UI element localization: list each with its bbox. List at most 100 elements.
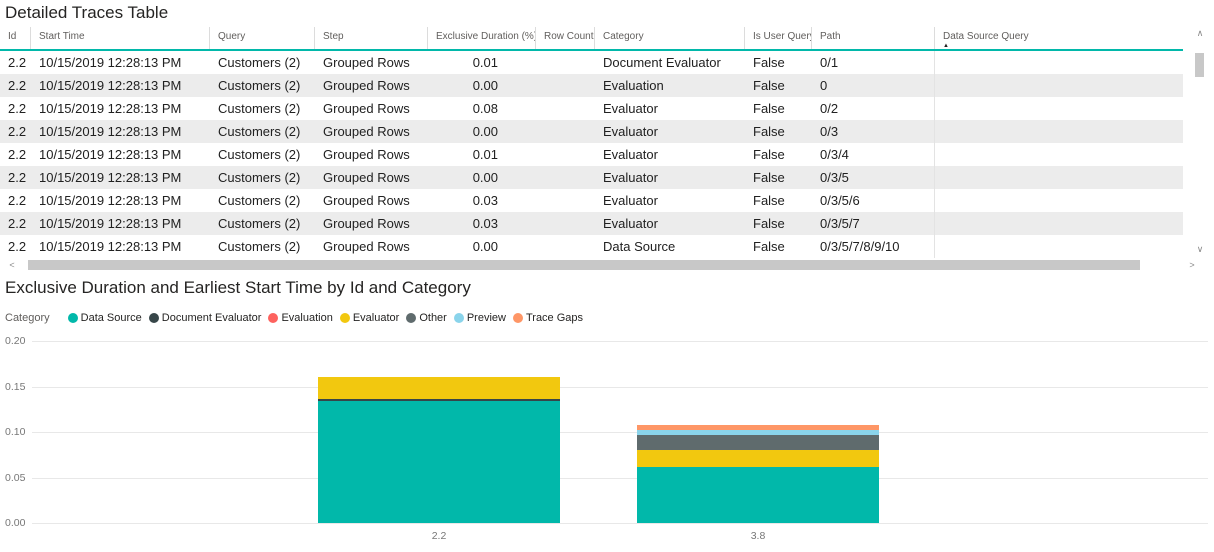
table-row[interactable]: 2.2 10/15/2019 12:28:13 PM Customers (2) Gr… (0, 97, 1183, 120)
table-row[interactable]: 2.2 10/15/2019 12:28:13 PM Customers (2) Gr… (0, 212, 1183, 235)
legend-item-label: Document Evaluator (161, 311, 262, 324)
bar-segment-evaluator[interactable] (637, 450, 879, 467)
table-row[interactable]: 2.2 10/15/2019 12:28:13 PM Customers (2) Gr… (0, 235, 1183, 258)
table-cell: 2.2 (8, 193, 27, 208)
vertical-scrollbar[interactable]: ∧ ∨ (1192, 27, 1208, 258)
table-row[interactable]: 2.2 10/15/2019 12:28:13 PM Customers (2) Gr… (0, 120, 1183, 143)
table-cell: 0 (812, 74, 935, 97)
table-cell: False (753, 147, 785, 162)
column-header-start-time[interactable]: Start Time (31, 27, 210, 49)
table-cell: 0/3/4 (812, 143, 935, 166)
scroll-up-icon[interactable]: ∧ (1196, 28, 1204, 38)
table-cell: 0.01 (472, 147, 498, 162)
table-cell (536, 97, 595, 120)
column-header-data-source-query[interactable]: Data Source Query ▲ (935, 27, 1183, 49)
horizontal-scrollbar[interactable]: < > (0, 257, 1214, 273)
table-cell: 10/15/2019 12:28:13 PM (39, 239, 182, 254)
table-header: Id Start Time Query Step Exclusive Duration … (0, 27, 1183, 51)
column-header-label: Path (820, 31, 841, 42)
table-cell: Data Source (603, 239, 676, 254)
table-cell: Grouped Rows (323, 216, 410, 231)
table-cell: False (753, 55, 785, 70)
table-cell: Evaluator (603, 124, 658, 139)
scroll-right-icon[interactable]: > (1189, 260, 1195, 270)
bar-segment-data-source[interactable] (637, 467, 879, 523)
table-cell: Evaluator (603, 193, 658, 208)
y-axis-tick-label: 0.10 (5, 426, 26, 438)
column-header-label: Start Time (39, 31, 85, 42)
table-cell: 0/3 (812, 120, 935, 143)
table-cell (536, 212, 595, 235)
table-cell: Customers (2) (218, 170, 301, 185)
bar-segment-evaluator[interactable] (318, 377, 560, 399)
table-cell (935, 166, 1183, 189)
column-header-step[interactable]: Step (315, 27, 428, 49)
table-cell: 2.2 (8, 216, 27, 231)
table-cell: 10/15/2019 12:28:13 PM (39, 216, 182, 231)
legend-item-document-evaluator[interactable]: Document Evaluator (148, 311, 262, 324)
bar-segment-trace-gaps[interactable] (637, 425, 879, 430)
table-cell: 10/15/2019 12:28:13 PM (39, 170, 182, 185)
table-cell: 2.2 (8, 101, 27, 116)
column-header-query[interactable]: Query (210, 27, 315, 49)
column-header-label: Data Source Query (943, 31, 1029, 42)
table-cell: Evaluator (603, 216, 658, 231)
scroll-down-icon[interactable]: ∨ (1196, 244, 1204, 254)
table-cell (935, 97, 1183, 120)
table-cell: 10/15/2019 12:28:13 PM (39, 147, 182, 162)
column-header-label: Exclusive Duration (%) (436, 31, 536, 42)
table-cell: Customers (2) (218, 78, 301, 93)
table-cell: Customers (2) (218, 193, 301, 208)
legend-dot-icon (406, 312, 417, 323)
legend-item-label: Trace Gaps (525, 311, 584, 324)
legend-item-data-source[interactable]: Data Source (67, 312, 142, 324)
sort-ascending-icon: ▲ (943, 43, 949, 49)
table-cell (536, 120, 595, 143)
y-axis-tick-label: 0.20 (5, 335, 26, 347)
column-header-path[interactable]: Path (812, 27, 935, 49)
column-header-label: Query (218, 31, 246, 42)
bar-segment-data-source[interactable] (318, 401, 560, 523)
column-header-category[interactable]: Category (595, 27, 745, 49)
table-row[interactable]: 2.2 10/15/2019 12:28:13 PM Customers (2) Gr… (0, 74, 1183, 97)
table-row[interactable]: 2.2 10/15/2019 12:28:13 PM Customers (2) Gr… (0, 51, 1183, 74)
bar-segment-preview[interactable] (637, 430, 879, 435)
column-header-exclusive-duration[interactable]: Exclusive Duration (%) (428, 27, 536, 49)
column-header-label: Row Count (544, 31, 594, 42)
table-cell: False (753, 193, 785, 208)
table-cell (935, 120, 1183, 143)
legend-item-trace-gaps[interactable]: Trace Gaps (512, 311, 584, 324)
scroll-left-icon[interactable]: < (9, 260, 15, 270)
table-cell: Evaluator (603, 170, 658, 185)
table-cell (536, 235, 595, 258)
table-cell (536, 143, 595, 166)
table-cell: Grouped Rows (323, 124, 410, 139)
table-cell: Customers (2) (218, 239, 301, 254)
table-row[interactable]: 2.2 10/15/2019 12:28:13 PM Customers (2) Gr… (0, 143, 1183, 166)
column-header-id[interactable]: Id (0, 27, 31, 49)
table-row[interactable]: 2.2 10/15/2019 12:28:13 PM Customers (2) Gr… (0, 166, 1183, 189)
legend-item-evaluator[interactable]: Evaluator (339, 312, 399, 324)
table-row[interactable]: 2.2 10/15/2019 12:28:13 PM Customers (2) Gr… (0, 189, 1183, 212)
table-cell: Grouped Rows (323, 239, 410, 254)
table-cell: Grouped Rows (323, 170, 410, 185)
horizontal-scrollbar-thumb[interactable] (28, 260, 1140, 270)
table-cell: Customers (2) (218, 147, 301, 162)
x-axis-category-label: 3.8 (750, 530, 766, 542)
bar-segment-other[interactable] (637, 435, 879, 450)
gridline (32, 432, 1208, 433)
legend-item-preview[interactable]: Preview (453, 311, 506, 324)
column-header-is-user-query[interactable]: Is User Query (745, 27, 812, 49)
legend-item-label: Preview (466, 311, 506, 324)
gridline (32, 523, 1208, 524)
table-cell: 2.2 (8, 239, 27, 254)
table-cell: 2.2 (8, 147, 27, 162)
bar-segment-document-evaluator[interactable] (318, 399, 560, 401)
column-header-row-count[interactable]: Row Count (536, 27, 595, 49)
legend-item-evaluation[interactable]: Evaluation (268, 312, 333, 324)
table-cell: 0.08 (472, 101, 498, 116)
table-cell: Document Evaluator (603, 55, 721, 70)
vertical-scrollbar-thumb[interactable] (1195, 53, 1204, 77)
legend-item-other[interactable]: Other (406, 312, 447, 324)
